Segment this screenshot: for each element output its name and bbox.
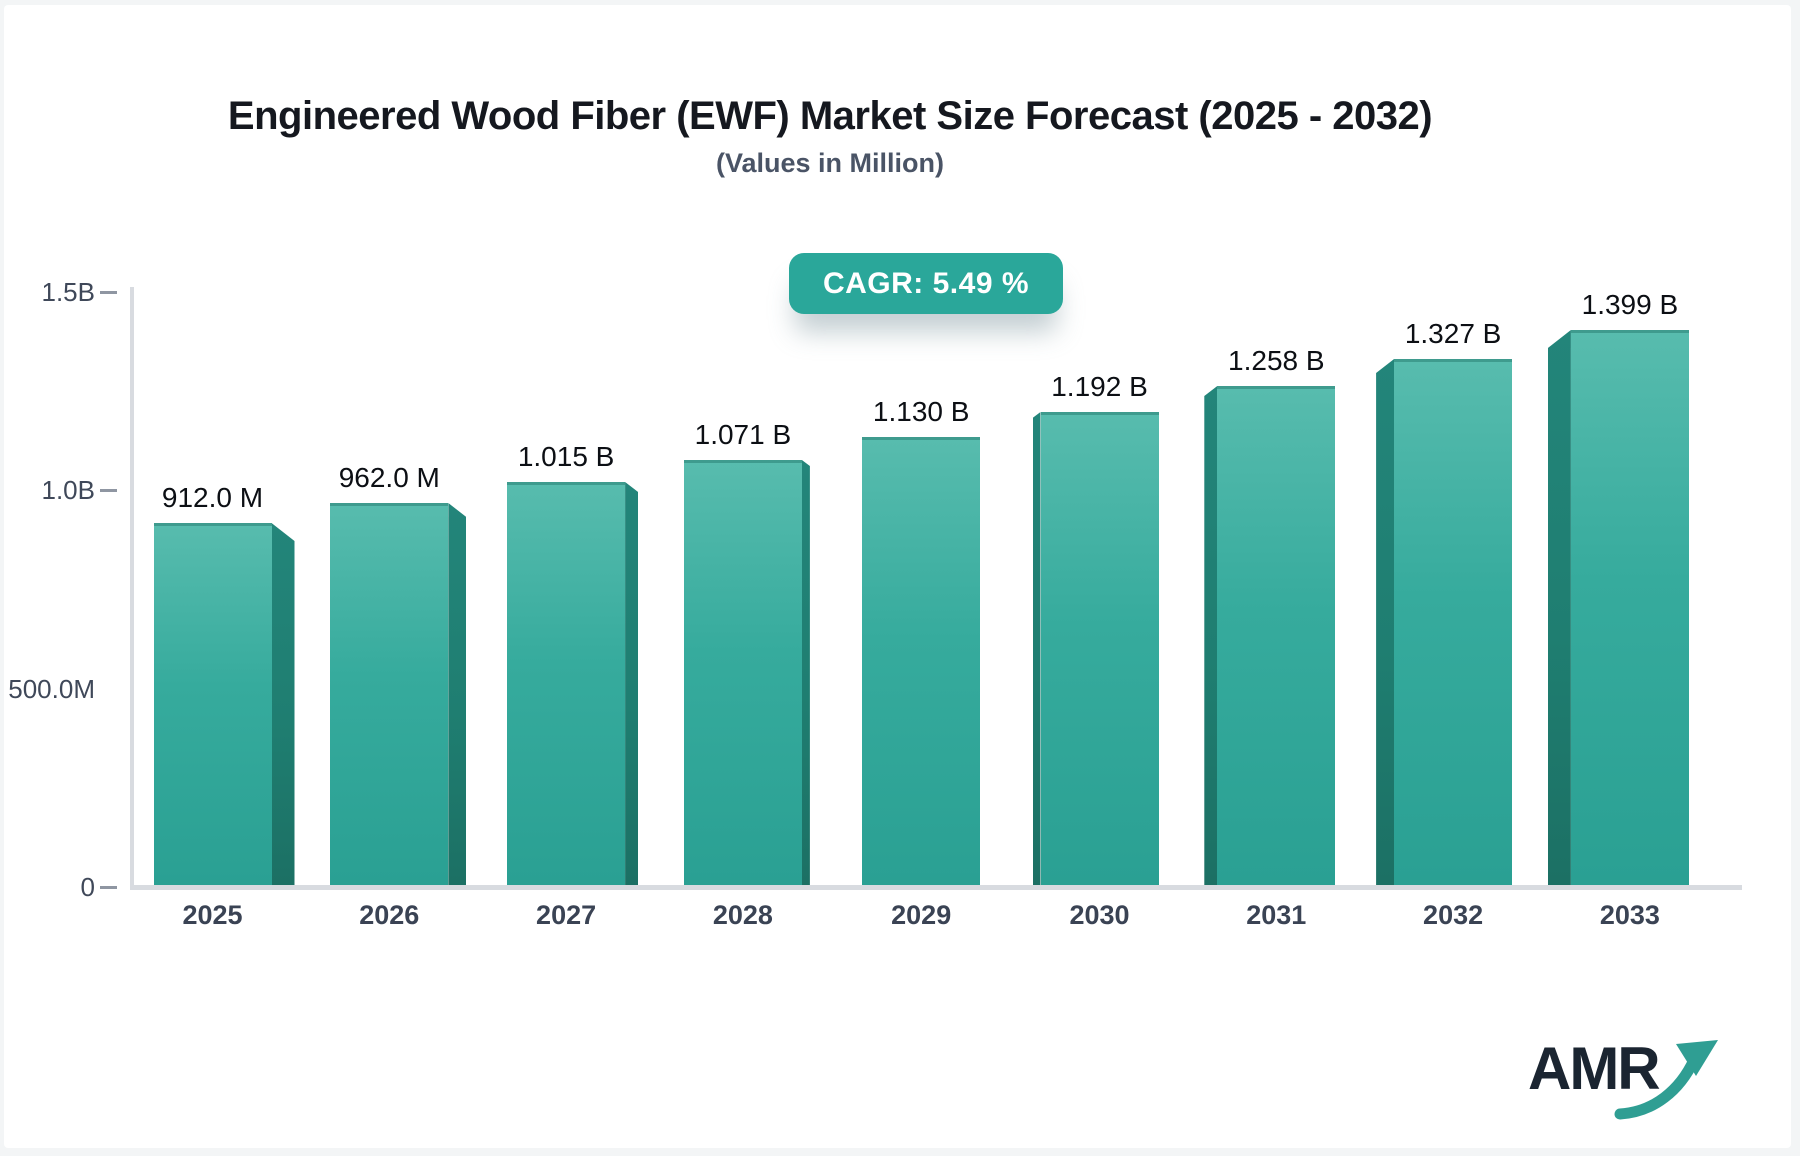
x-axis-label: 2029 bbox=[891, 900, 952, 930]
bar-value-label: 1.015 B bbox=[517, 441, 615, 472]
cagr-badge-label: CAGR: 5.49 % bbox=[822, 266, 1030, 300]
y-axis-line bbox=[130, 287, 134, 885]
bar-top-edge bbox=[153, 523, 272, 526]
x-axis-line bbox=[130, 885, 1742, 890]
bar bbox=[683, 460, 802, 885]
bar bbox=[1394, 359, 1513, 885]
y-axis-tick bbox=[100, 291, 117, 294]
bar-side-face bbox=[801, 460, 810, 885]
bar bbox=[1217, 386, 1336, 885]
bar-top-edge bbox=[1040, 412, 1159, 415]
x-axis-label: 2028 bbox=[712, 900, 773, 930]
amr-logo-text: AMR bbox=[1528, 1035, 1661, 1102]
bar-side-face bbox=[1032, 412, 1041, 885]
bar bbox=[507, 482, 626, 885]
bar-value-label: 962.0 M bbox=[338, 462, 440, 493]
bar-value-label: 1.327 B bbox=[1404, 318, 1502, 349]
bar-value-label: 1.399 B bbox=[1581, 289, 1679, 320]
cagr-badge: CAGR: 5.49 % bbox=[789, 253, 1063, 314]
bar-top-edge bbox=[1217, 386, 1336, 389]
bar-side-face bbox=[1204, 386, 1218, 885]
bar-side-face bbox=[1547, 330, 1571, 885]
bar-top-edge bbox=[330, 503, 449, 506]
bar-side-face bbox=[625, 482, 639, 885]
bar bbox=[330, 503, 449, 885]
y-axis-label: 1.5B bbox=[41, 277, 96, 307]
bar bbox=[1570, 330, 1689, 885]
x-axis-label: 2027 bbox=[536, 900, 597, 930]
bar-side-face bbox=[271, 523, 295, 885]
bar-top-edge bbox=[1394, 359, 1513, 362]
bar-value-label: 1.071 B bbox=[694, 419, 792, 450]
bar-top-edge bbox=[683, 460, 802, 463]
bar-side-face bbox=[448, 503, 467, 885]
chart-title: Engineered Wood Fiber (EWF) Market Size … bbox=[227, 94, 1433, 138]
bar-side-face bbox=[1376, 359, 1395, 885]
y-axis-tick bbox=[100, 489, 117, 493]
bar-top-edge bbox=[1570, 330, 1689, 333]
bar-value-label: 1.192 B bbox=[1051, 371, 1148, 402]
bar-top-edge bbox=[507, 482, 626, 485]
x-axis-label: 2026 bbox=[359, 900, 420, 930]
x-axis-label: 2030 bbox=[1069, 900, 1130, 930]
x-axis-label: 2025 bbox=[182, 900, 243, 930]
x-axis-label: 2032 bbox=[1423, 900, 1484, 930]
x-axis-label: 2033 bbox=[1599, 900, 1660, 930]
bar-value-label: 1.130 B bbox=[872, 396, 970, 427]
chart-subtitle: (Values in Million) bbox=[715, 148, 945, 178]
bar-value-label: 1.258 B bbox=[1228, 345, 1325, 376]
amr-logo: AMR bbox=[1528, 1028, 1748, 1128]
bar-top-edge bbox=[862, 437, 981, 440]
y-axis-label: 0 bbox=[80, 872, 95, 902]
y-axis-label: 500.0M bbox=[8, 673, 95, 704]
x-axis-label: 2031 bbox=[1246, 900, 1307, 930]
bar bbox=[862, 437, 981, 885]
bar bbox=[1040, 412, 1159, 885]
y-axis-tick bbox=[100, 886, 117, 889]
bar bbox=[153, 523, 272, 885]
growth-arrow-icon bbox=[1614, 1040, 1718, 1120]
bar-value-label: 912.0 M bbox=[161, 482, 264, 513]
y-axis-label: 1.0B bbox=[41, 475, 96, 506]
